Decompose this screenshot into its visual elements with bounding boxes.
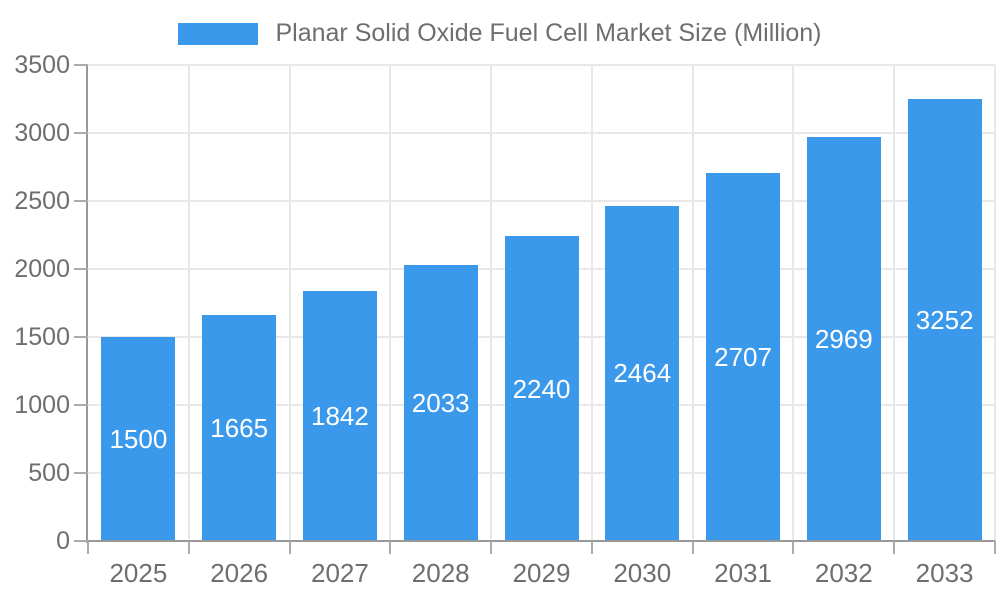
x-axis-tick [288, 541, 291, 554]
y-axis-tick [74, 336, 88, 338]
y-axis-tick [74, 472, 88, 474]
y-axis-tick [74, 64, 88, 66]
v-gridline [187, 65, 190, 541]
bar-value-label: 2707 [714, 341, 772, 372]
bar-2025[interactable]: 1500 [101, 337, 176, 541]
x-tick-label: 2028 [411, 558, 470, 588]
x-tick-label: 2032 [814, 558, 873, 588]
y-tick-label: 500 [28, 459, 70, 487]
y-tick-label: 1500 [14, 323, 70, 351]
bar-value-label: 2033 [411, 387, 470, 418]
bar-2030[interactable]: 2464 [605, 205, 680, 541]
x-axis-tick [994, 541, 996, 554]
y-tick-label: 2000 [14, 255, 70, 283]
bar-value-label: 2464 [613, 358, 672, 389]
y-tick-label: 3000 [14, 119, 70, 147]
v-gridline [691, 65, 694, 541]
h-gridline [88, 64, 995, 66]
bar-value-label: 2240 [512, 373, 571, 404]
x-axis-tick [590, 541, 593, 554]
y-axis-tick [74, 268, 88, 270]
h-gridline [88, 200, 995, 202]
v-gridline [490, 65, 493, 541]
plot-area: 1500 1665 1842 2033 2240 2464 2707 2969 3252 [88, 64, 996, 541]
y-axis-line [86, 65, 88, 543]
bar-2029[interactable]: 2240 [504, 236, 579, 541]
y-tick-label: 0 [56, 527, 70, 555]
bar-2026[interactable]: 1665 [202, 314, 277, 541]
x-axis-tick [490, 541, 493, 554]
x-tick-label: 2031 [714, 558, 772, 588]
bar-value-label: 1500 [109, 424, 168, 454]
y-axis-tick [74, 540, 88, 542]
y-axis-tick [74, 132, 88, 134]
bar-value-label: 3252 [915, 304, 974, 335]
y-axis-tick [74, 200, 88, 202]
bar-value-label: 1842 [311, 400, 369, 431]
v-gridline [994, 65, 996, 541]
h-gridline [88, 132, 995, 134]
x-tick-label: 2030 [613, 558, 672, 588]
bar-2031[interactable]: 2707 [706, 172, 781, 541]
bar-value-label: 1665 [210, 412, 269, 443]
v-gridline [389, 65, 392, 541]
legend-swatch-icon [178, 22, 259, 45]
x-tick-label: 2029 [512, 558, 571, 588]
x-axis-tick [389, 541, 392, 554]
v-gridline [590, 65, 593, 541]
y-tick-label: 2500 [14, 187, 70, 215]
v-gridline [288, 65, 291, 541]
x-axis-tick [691, 541, 694, 554]
bar-2027[interactable]: 1842 [302, 290, 377, 541]
x-axis-tick [893, 541, 896, 554]
bar-2028[interactable]: 2033 [403, 264, 478, 541]
x-tick-label: 2025 [109, 558, 168, 588]
x-axis-tick [792, 541, 795, 554]
y-tick-label: 3500 [14, 51, 70, 79]
v-gridline [893, 65, 896, 541]
bar-2033[interactable]: 3252 [907, 98, 982, 541]
x-tick-label: 2027 [311, 558, 369, 588]
y-axis-tick [74, 404, 88, 406]
legend-label: Planar Solid Oxide Fuel Cell Market Size… [275, 19, 822, 47]
legend[interactable]: Planar Solid Oxide Fuel Cell Market Size… [0, 21, 1000, 46]
x-axis-tick [87, 541, 89, 554]
bar-2032[interactable]: 2969 [806, 137, 881, 541]
v-gridline [792, 65, 795, 541]
x-tick-label: 2033 [915, 558, 974, 588]
x-tick-label: 2026 [210, 558, 269, 588]
x-axis-tick [187, 541, 190, 554]
x-axis-line [88, 540, 995, 542]
y-tick-label: 1000 [14, 391, 70, 419]
bar-value-label: 2969 [814, 324, 873, 355]
